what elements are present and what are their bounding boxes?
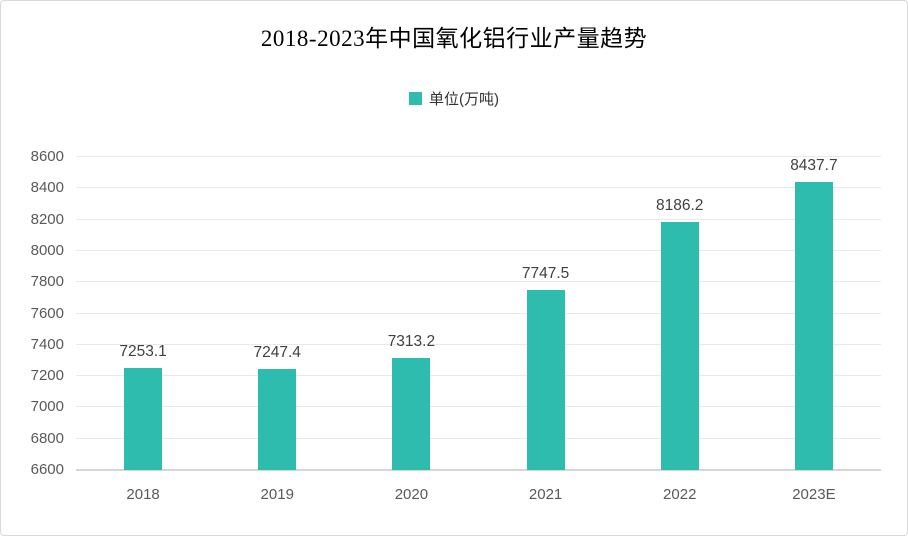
x-axis-tick-label: 2023E: [792, 486, 836, 503]
gridline: [76, 312, 881, 314]
bar-value-label: 8186.2: [656, 196, 704, 214]
gridline: [76, 281, 881, 283]
bar-2018: [124, 367, 163, 470]
y-axis-tick-label: 7400: [30, 335, 64, 353]
gridline: [76, 343, 881, 345]
gridline: [76, 375, 881, 377]
legend: 单位(万吨): [1, 88, 907, 109]
y-axis-tick-label: 6600: [30, 461, 64, 478]
y-axis-tick-label: 8200: [30, 210, 64, 228]
y-axis-tick-label: 7000: [30, 398, 64, 416]
gridline: [76, 249, 881, 251]
gridline: [76, 437, 881, 439]
bar-value-label: 7247.4: [253, 343, 301, 361]
gridline: [76, 406, 881, 408]
plot-area: 7253.1 7247.4 7313.2 7747.5 8186.2 8437.7: [76, 156, 881, 471]
x-axis-tick-label: 2021: [528, 486, 563, 503]
bar-value-label: 7747.5: [521, 265, 570, 283]
bar-2020: [392, 358, 431, 470]
y-axis-tick-label: 7200: [30, 367, 64, 385]
y-axis-tick-label: 6800: [30, 429, 64, 447]
y-axis-tick-label: 8400: [30, 179, 64, 197]
bar-2022: [660, 221, 699, 470]
y-axis-tick-label: 8600: [30, 148, 64, 165]
bar-2019: [258, 368, 297, 470]
bar-value-label: 7253.1: [119, 342, 167, 360]
bar-value-label: 8437.7: [790, 157, 838, 175]
gridline: [76, 187, 881, 189]
x-axis-tick-label: 2018: [126, 486, 160, 503]
chart-title: 2018-2023年中国氧化铝行业产量趋势: [260, 26, 648, 51]
x-axis-line: [76, 469, 881, 471]
legend-swatch-icon: [409, 92, 422, 105]
x-axis-tick-label: 2022: [663, 486, 697, 503]
bar-2023E: [794, 182, 833, 470]
gridline: [76, 156, 881, 157]
gridline: [76, 218, 881, 220]
y-axis-tick-label: 7800: [30, 273, 64, 291]
x-axis-tick-label: 2019: [260, 486, 294, 503]
bar-2021: [526, 290, 565, 470]
legend-label: 单位(万吨): [429, 91, 499, 108]
y-axis-tick-label: 8000: [30, 241, 64, 259]
y-axis-tick-label: 7600: [30, 304, 64, 322]
bar-value-label: 7313.2: [387, 333, 436, 351]
x-axis-tick-label: 2020: [394, 486, 429, 503]
